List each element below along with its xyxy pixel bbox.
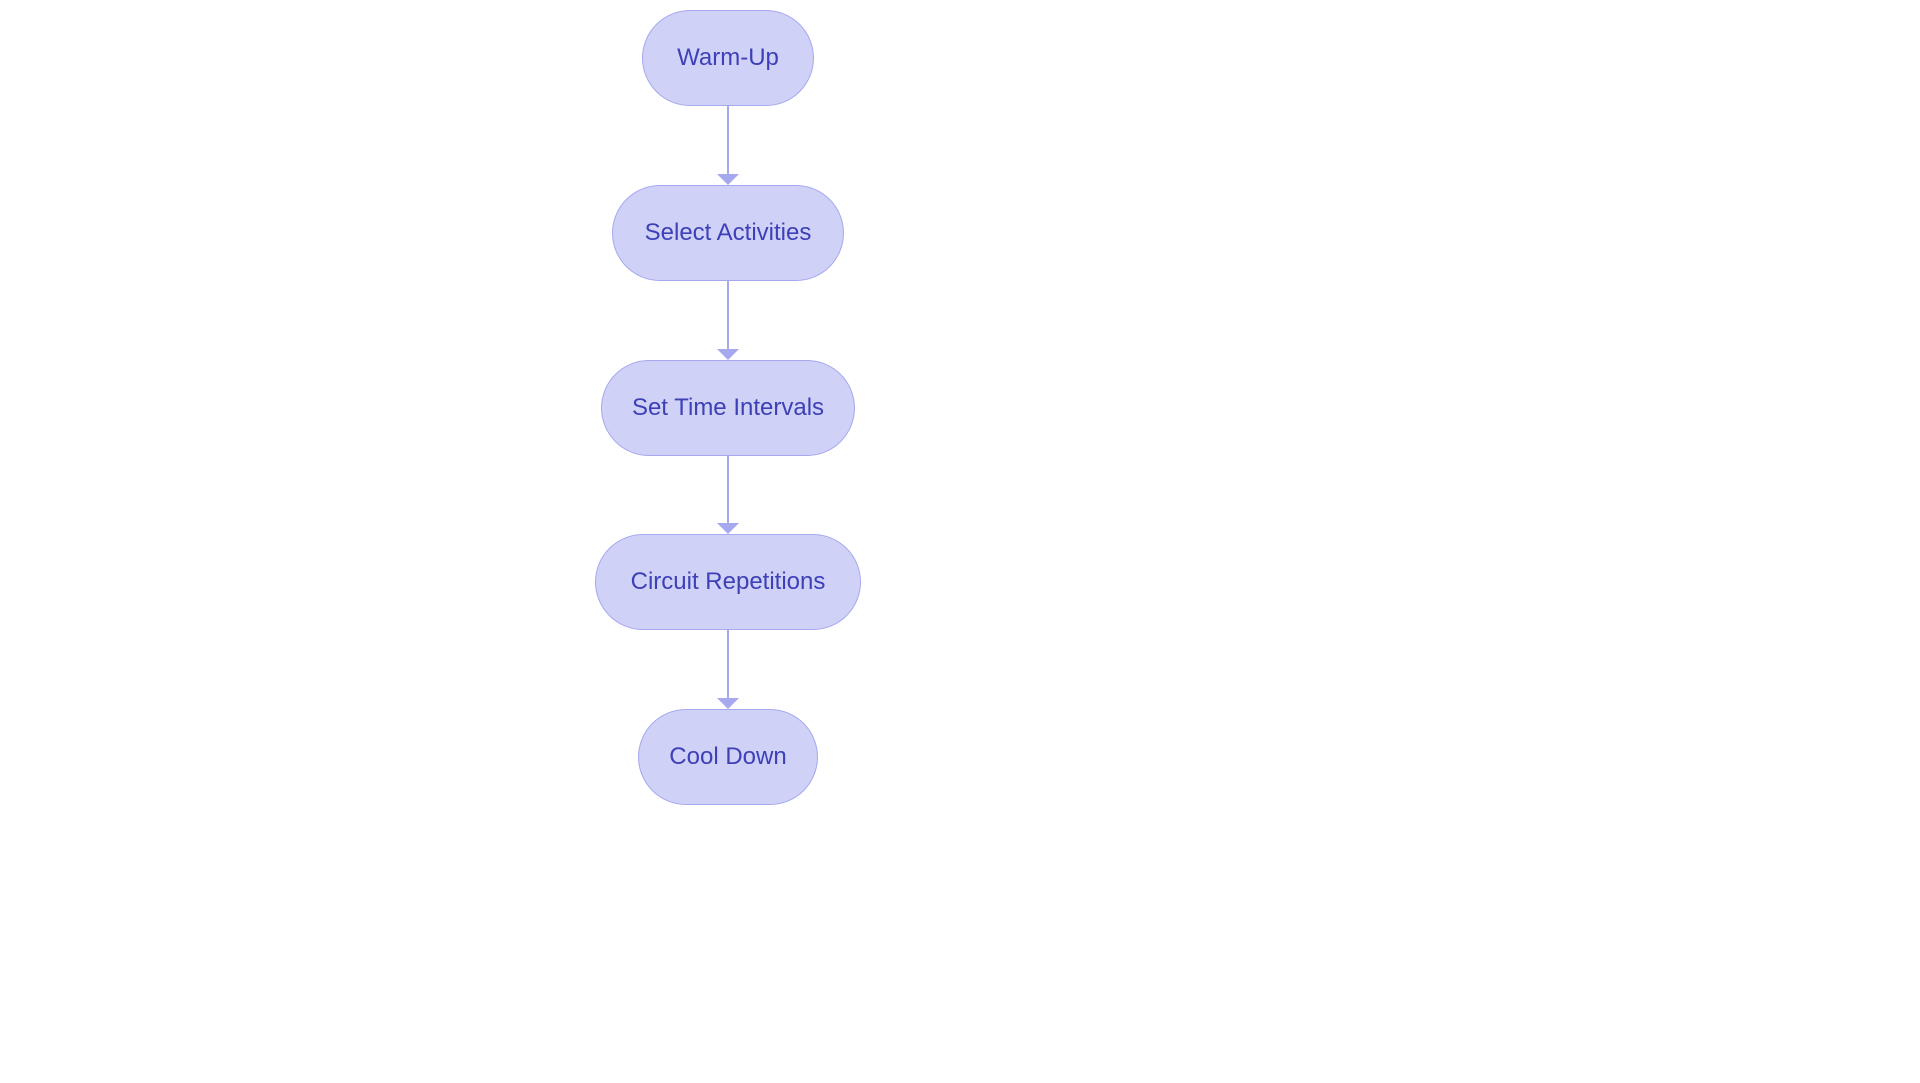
flowchart-edge xyxy=(727,630,730,698)
flowchart-node-label: Warm-Up xyxy=(677,44,779,72)
flowchart-node: Warm-Up xyxy=(642,10,814,106)
flowchart-node: Circuit Repetitions xyxy=(595,534,861,630)
flowchart-arrow-head-icon xyxy=(717,349,739,360)
flowchart-node-label: Circuit Repetitions xyxy=(631,568,826,596)
flowchart-arrow-head-icon xyxy=(717,174,739,185)
flowchart-node: Select Activities xyxy=(612,185,844,281)
flowchart-edge xyxy=(727,456,730,523)
flowchart-node-label: Select Activities xyxy=(645,219,812,247)
flowchart-arrow-head-icon xyxy=(717,698,739,709)
flowchart-edge xyxy=(727,106,730,174)
flowchart-node-label: Set Time Intervals xyxy=(632,394,824,422)
flowchart-node: Cool Down xyxy=(638,709,818,805)
flowchart-edge xyxy=(727,281,730,349)
flowchart-node: Set Time Intervals xyxy=(601,360,855,456)
flowchart-arrow-head-icon xyxy=(717,523,739,534)
flowchart-node-label: Cool Down xyxy=(669,743,786,771)
flowchart-canvas: Warm-Up Select Activities Set Time Interva… xyxy=(0,0,1920,1083)
